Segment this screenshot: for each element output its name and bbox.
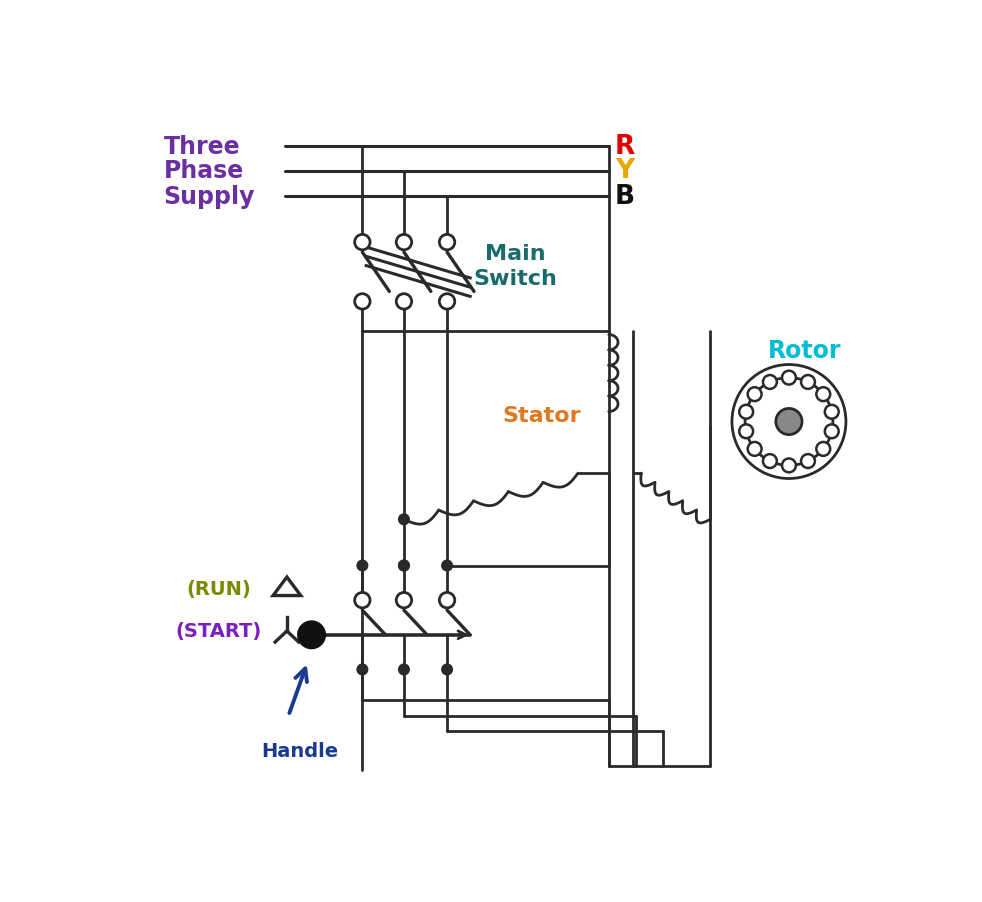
Text: Rotor: Rotor [767, 338, 841, 363]
Circle shape [825, 405, 839, 419]
Circle shape [355, 294, 370, 309]
Circle shape [355, 593, 370, 608]
Circle shape [782, 372, 795, 385]
Circle shape [801, 375, 815, 390]
Text: (RUN): (RUN) [187, 579, 251, 598]
Text: Y: Y [615, 159, 634, 184]
Text: Phase: Phase [164, 160, 244, 183]
Circle shape [816, 443, 830, 456]
Circle shape [782, 459, 795, 473]
Text: (START): (START) [175, 621, 261, 640]
Text: Stator: Stator [503, 406, 581, 426]
Circle shape [443, 665, 452, 675]
Circle shape [397, 593, 411, 608]
Circle shape [439, 294, 455, 309]
Text: B: B [615, 184, 635, 209]
Text: Three: Three [164, 134, 241, 159]
Circle shape [745, 378, 833, 466]
Circle shape [763, 375, 777, 390]
Circle shape [443, 561, 452, 570]
Circle shape [400, 561, 409, 570]
Text: R: R [615, 133, 635, 160]
Circle shape [816, 388, 830, 401]
Circle shape [732, 365, 846, 479]
Circle shape [439, 235, 455, 251]
Circle shape [763, 455, 777, 468]
Circle shape [739, 405, 753, 419]
Circle shape [776, 409, 802, 435]
Circle shape [397, 294, 411, 309]
Circle shape [355, 235, 370, 251]
Circle shape [357, 561, 367, 570]
Circle shape [747, 443, 762, 456]
Circle shape [739, 425, 753, 438]
Text: Handle: Handle [261, 741, 339, 760]
Text: Supply: Supply [164, 185, 255, 208]
Circle shape [439, 593, 455, 608]
Circle shape [400, 665, 409, 675]
Text: Main
Switch: Main Switch [473, 244, 557, 289]
Circle shape [400, 515, 409, 524]
Circle shape [825, 425, 839, 438]
Circle shape [400, 561, 409, 570]
Circle shape [397, 235, 411, 251]
Circle shape [299, 622, 325, 649]
Circle shape [747, 388, 762, 401]
Circle shape [357, 665, 367, 675]
Circle shape [801, 455, 815, 468]
